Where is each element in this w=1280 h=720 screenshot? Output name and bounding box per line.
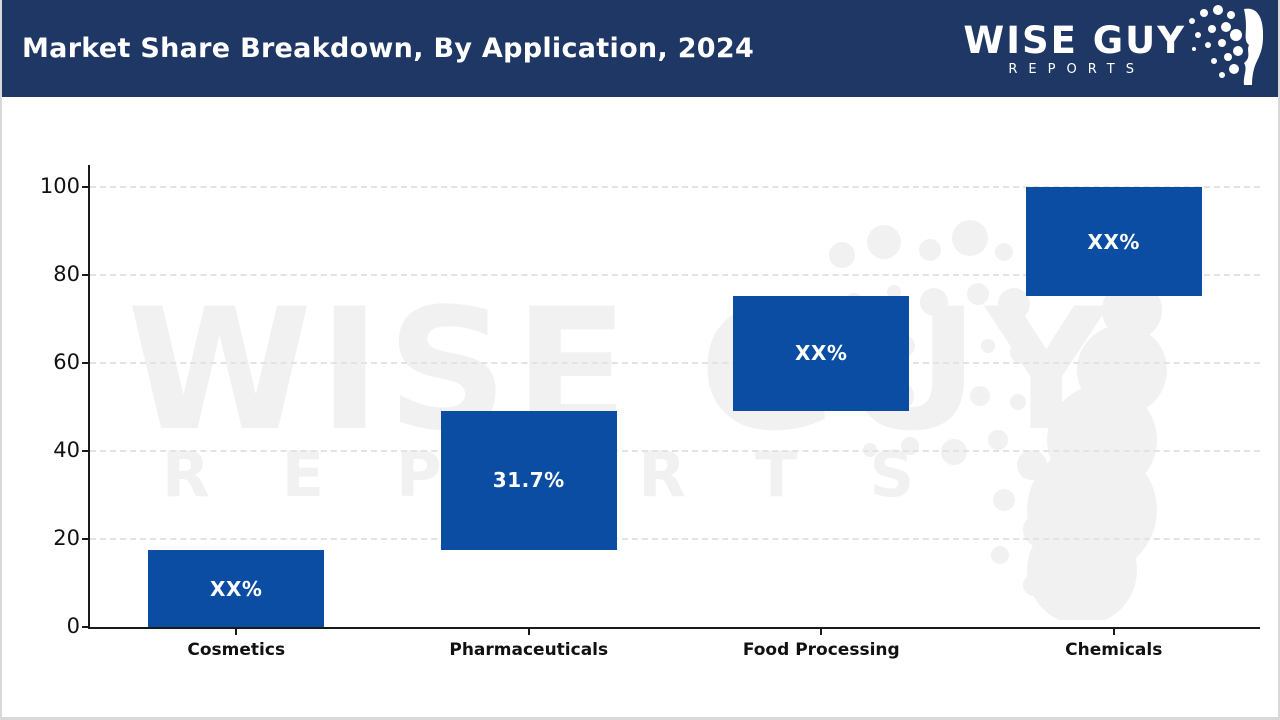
y-tick-label: 100 — [39, 174, 80, 198]
brand-logo-text: WISE GUY REPORTS — [963, 22, 1186, 76]
header-bar: Market Share Breakdown, By Application, … — [2, 0, 1278, 97]
bar-value-label: XX% — [1087, 229, 1140, 254]
dotted-head-profile-icon — [1186, 4, 1264, 93]
bar-value-label: 31.7% — [492, 468, 565, 493]
y-tick-label: 20 — [53, 526, 80, 550]
brand-logo-line2: REPORTS — [1008, 61, 1145, 77]
x-tick-mark — [527, 629, 530, 635]
gridline — [90, 450, 1260, 452]
bar-value-label: XX% — [795, 341, 848, 366]
x-category-label: Chemicals — [1065, 640, 1163, 660]
x-tick-mark — [820, 629, 823, 635]
gridline — [90, 274, 1260, 276]
x-category-label: Cosmetics — [187, 640, 286, 660]
y-tick-label: 80 — [53, 262, 80, 286]
y-tick-label: 60 — [53, 350, 80, 374]
x-category-label: Pharmaceuticals — [449, 640, 609, 660]
y-tick-mark — [82, 626, 89, 628]
y-tick-mark — [82, 450, 89, 452]
gridline — [90, 186, 1260, 188]
bar: 31.7% — [440, 410, 617, 550]
y-tick-mark — [82, 186, 89, 188]
bar: XX% — [148, 550, 325, 627]
y-tick-mark — [82, 362, 89, 364]
brand-logo-line1: WISE GUY — [963, 18, 1186, 62]
gridline — [90, 538, 1260, 540]
x-tick-mark — [235, 629, 238, 635]
y-tick-mark — [82, 538, 89, 540]
watermark-dotted-head-icon — [782, 210, 1202, 625]
bar: XX% — [1025, 187, 1202, 297]
bar-value-label: XX% — [210, 576, 263, 601]
y-tick-label: 40 — [53, 438, 80, 462]
brand-logo: WISE GUY REPORTS — [963, 4, 1264, 93]
page-title: Market Share Breakdown, By Application, … — [22, 33, 755, 64]
x-category-label: Food Processing — [742, 640, 900, 660]
x-tick-mark — [1112, 629, 1115, 635]
y-axis-line — [88, 165, 90, 629]
y-tick-label: 0 — [66, 614, 80, 638]
bar: XX% — [733, 296, 910, 411]
gridline — [90, 362, 1260, 364]
x-axis-line — [88, 627, 1260, 629]
y-tick-mark — [82, 274, 89, 276]
